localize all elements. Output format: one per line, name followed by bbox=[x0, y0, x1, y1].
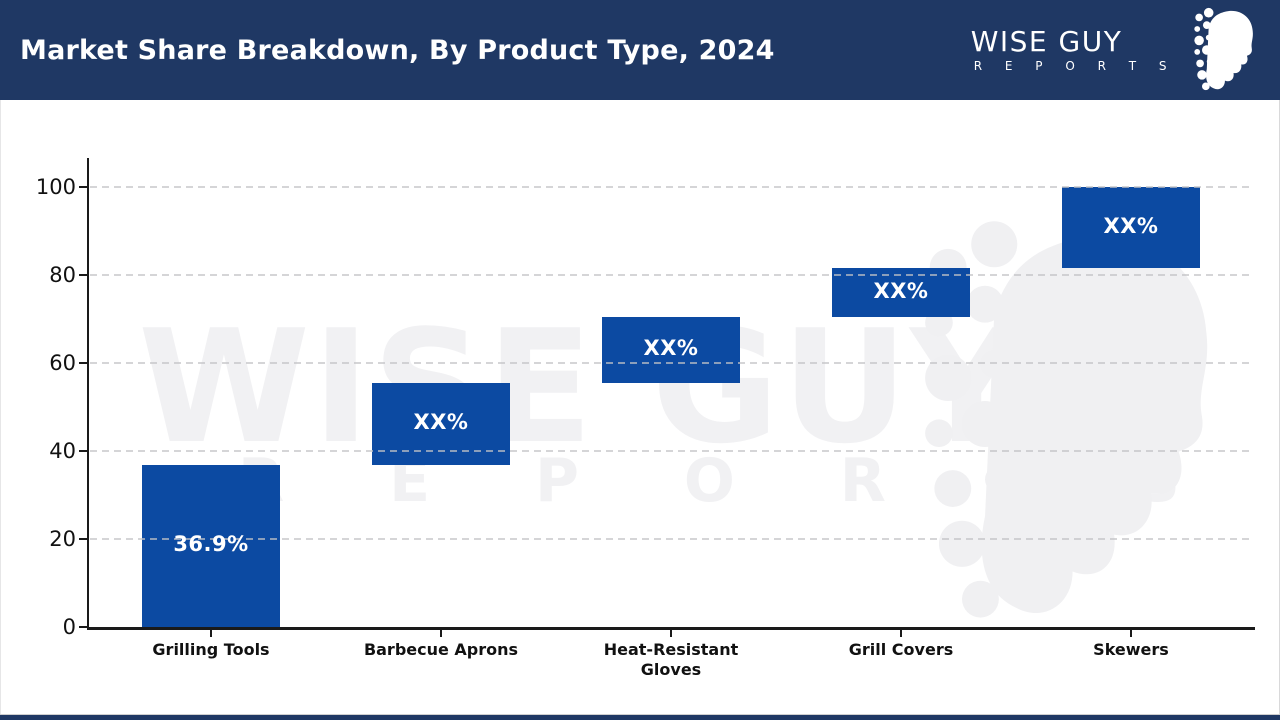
bar-skewers bbox=[1062, 187, 1200, 269]
bar-heat-resistant-gloves bbox=[602, 317, 740, 383]
y-tick-mark bbox=[79, 626, 87, 628]
gridline bbox=[90, 186, 1253, 188]
header: Market Share Breakdown, By Product Type,… bbox=[0, 0, 1280, 100]
y-tick-label: 20 bbox=[49, 527, 76, 551]
y-tick-label: 0 bbox=[62, 615, 76, 639]
bar-value-label: XX% bbox=[413, 409, 469, 434]
brand-logo: WISE GUY R E P O R T S bbox=[971, 4, 1270, 96]
y-tick-label: 40 bbox=[49, 439, 76, 463]
y-tick-label: 60 bbox=[49, 351, 76, 375]
gridline bbox=[90, 450, 1253, 452]
x-tick-mark bbox=[1130, 630, 1132, 637]
y-tick-mark bbox=[79, 450, 87, 452]
footer-bar bbox=[0, 715, 1280, 720]
bar-value-label: XX% bbox=[1103, 213, 1159, 238]
gridline bbox=[90, 362, 1253, 364]
brand-head-icon bbox=[1194, 7, 1253, 91]
y-axis-spine bbox=[87, 158, 89, 630]
watermark-wiseguy-text: WISE GUY bbox=[138, 296, 1026, 478]
y-tick-mark bbox=[79, 362, 87, 364]
brand-wiseguy-text: WISE GUY bbox=[970, 25, 1123, 58]
gridline bbox=[90, 538, 1253, 540]
bar-value-label: XX% bbox=[873, 278, 929, 303]
category-label: Heat-Resistant Gloves bbox=[603, 640, 739, 679]
y-tick-label: 100 bbox=[35, 175, 76, 199]
bar-grill-covers bbox=[832, 268, 970, 318]
gridline bbox=[90, 274, 1253, 276]
page-title: Market Share Breakdown, By Product Type,… bbox=[20, 34, 775, 66]
brand-wordmark: WISE GUY R E P O R T S bbox=[970, 25, 1176, 74]
bar-value-label: XX% bbox=[643, 336, 699, 361]
x-axis-spine bbox=[87, 627, 1255, 630]
footer-hairline bbox=[0, 714, 1280, 715]
category-label: Skewers bbox=[1093, 640, 1169, 659]
bar-grilling-tools bbox=[142, 464, 280, 627]
brand-reports-text: R E P O R T S bbox=[973, 59, 1176, 73]
x-tick-mark bbox=[900, 630, 902, 637]
category-label: Grill Covers bbox=[848, 640, 954, 659]
y-tick-mark bbox=[79, 274, 87, 276]
waterfall-chart: 0 20 40 60 80 100 36.9% Grilling Tools XX% Barbec… bbox=[0, 100, 1280, 720]
x-tick-mark bbox=[210, 630, 212, 637]
y-tick-mark bbox=[79, 538, 87, 540]
page-left-border bbox=[0, 100, 1, 720]
y-tick-label: 80 bbox=[49, 263, 76, 287]
category-label: Barbecue Aprons bbox=[363, 640, 519, 659]
x-tick-mark bbox=[670, 630, 672, 637]
x-tick-mark bbox=[440, 630, 442, 637]
y-tick-mark bbox=[79, 186, 87, 188]
category-label: Grilling Tools bbox=[152, 640, 270, 659]
bar-value-label: 36.9% bbox=[173, 531, 249, 556]
